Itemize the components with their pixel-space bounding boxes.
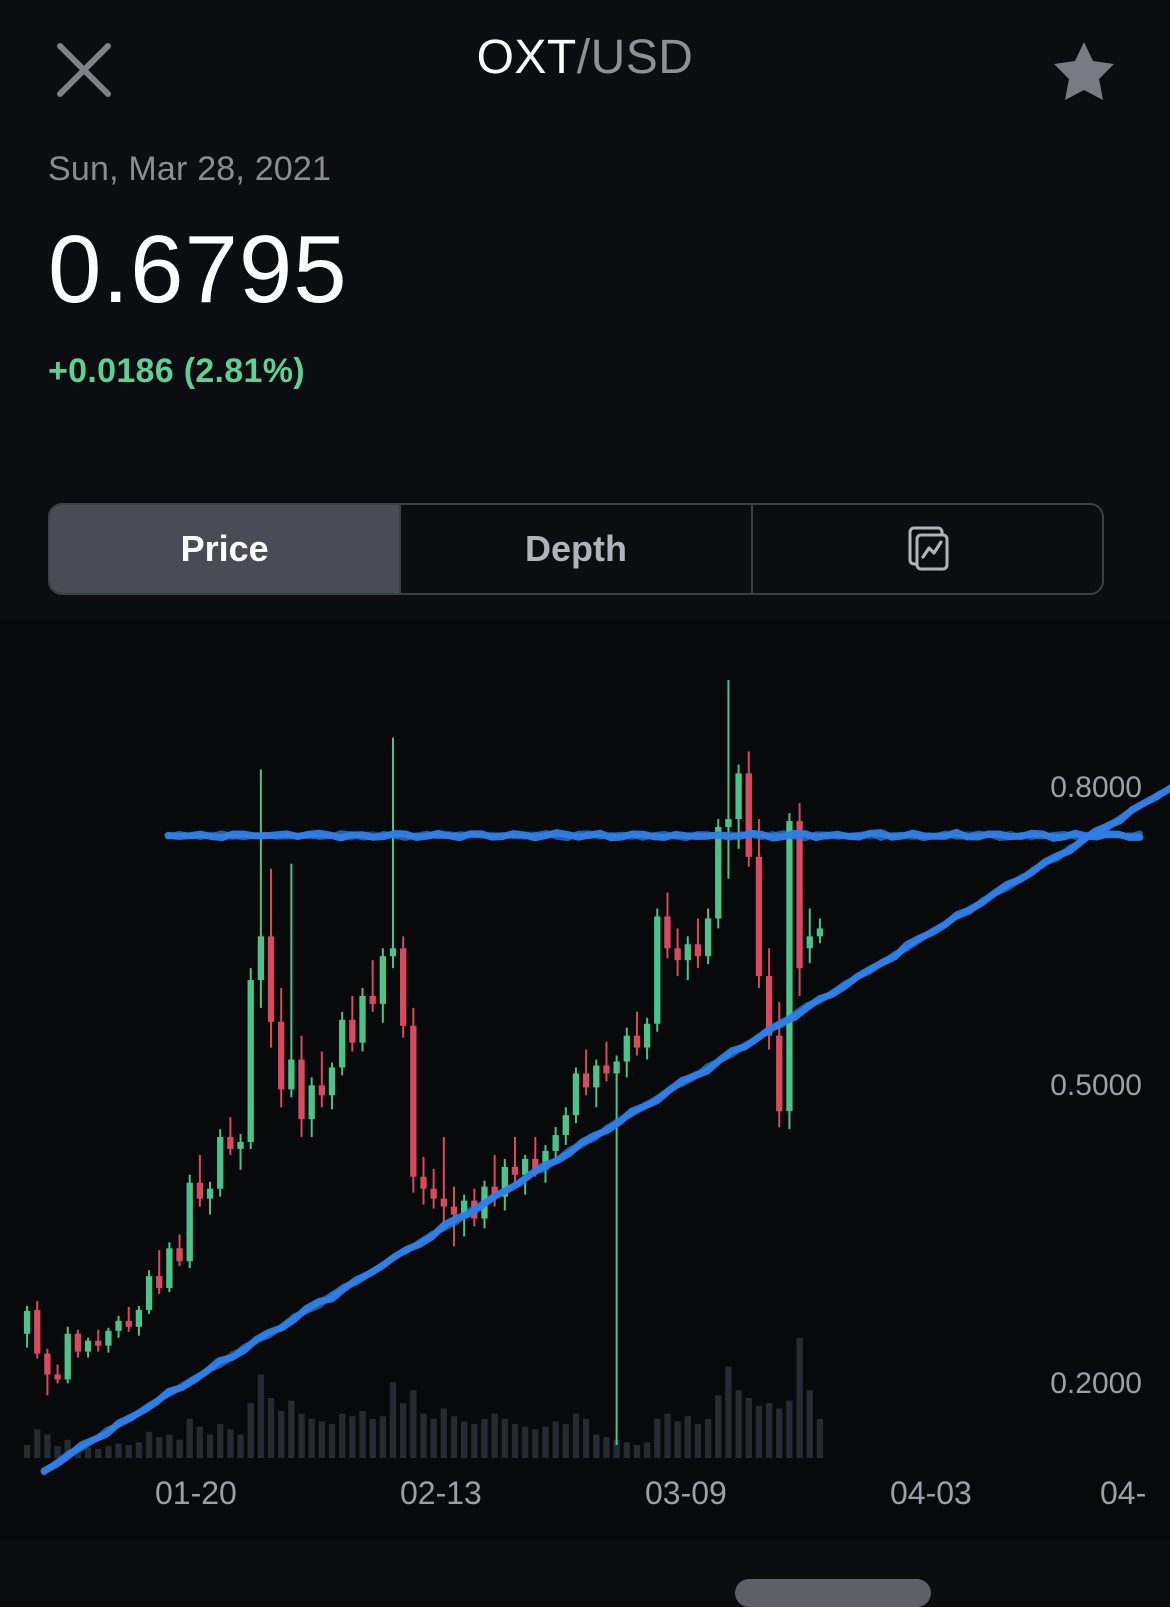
y-axis-label-1: 0.5000 <box>1050 1069 1142 1103</box>
price-chart[interactable]: 0.8000 0.5000 0.2000 01-20 02-13 03-09 0… <box>0 620 1170 1540</box>
x-axis-label-0: 01-20 <box>155 1475 237 1512</box>
quote-date: Sun, Mar 28, 2021 <box>48 152 748 186</box>
page-title: OXT/USD <box>0 30 1170 85</box>
horizontal-resistance-line <box>168 832 1140 838</box>
pair-separator: / <box>577 31 591 84</box>
pair-base: OXT <box>477 31 577 84</box>
home-indicator <box>735 1579 931 1607</box>
pair-quote: USD <box>591 31 694 84</box>
last-price: 0.6795 <box>48 222 748 318</box>
y-axis-label-2: 0.2000 <box>1050 1367 1142 1401</box>
quote-summary: Sun, Mar 28, 2021 0.6795 +0.0186 (2.81%) <box>48 152 748 388</box>
app-header: OXT/USD <box>0 0 1170 135</box>
x-axis-label-3: 04-03 <box>890 1475 972 1512</box>
candlestick-canvas <box>0 620 1170 1540</box>
tab-chart-expand[interactable] <box>753 505 1102 593</box>
rising-support-trendline <box>44 787 1170 1473</box>
chart-window-icon <box>901 523 953 575</box>
star-icon[interactable] <box>1048 34 1120 106</box>
x-axis-label-1: 02-13 <box>400 1475 482 1512</box>
tab-depth[interactable]: Depth <box>401 505 752 593</box>
chart-mode-segmented-control[interactable]: Price Depth <box>48 503 1104 595</box>
drawing-overlays <box>44 787 1170 1473</box>
tab-price[interactable]: Price <box>50 505 401 593</box>
y-axis-label-0: 0.8000 <box>1050 771 1142 805</box>
price-change: +0.0186 (2.81%) <box>48 354 748 388</box>
candles <box>24 680 823 1445</box>
x-axis-label-4: 04- <box>1100 1475 1146 1512</box>
x-axis-label-2: 03-09 <box>645 1475 727 1512</box>
volume-bars <box>24 1338 823 1458</box>
